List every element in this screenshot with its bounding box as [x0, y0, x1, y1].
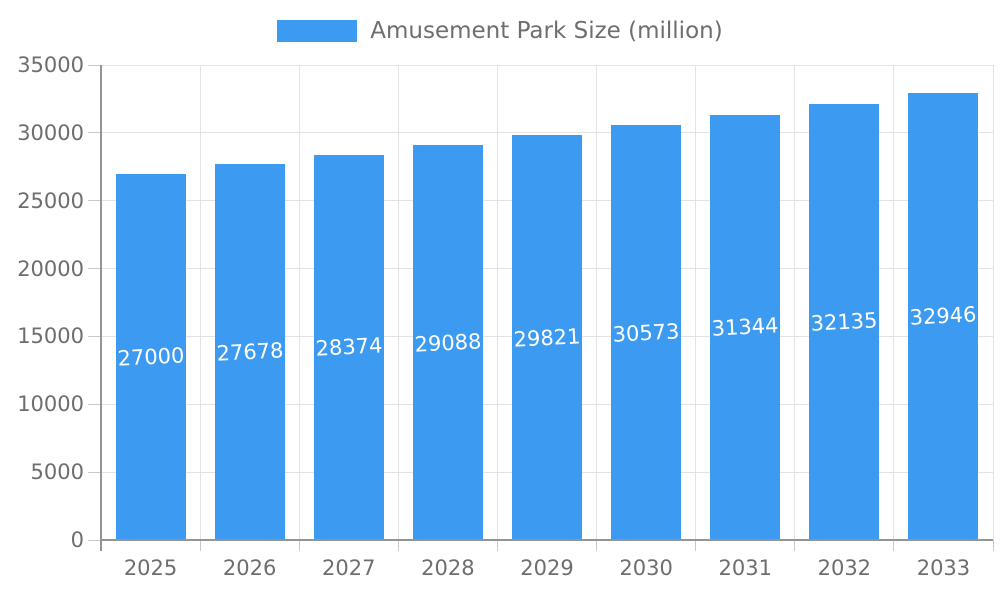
y-tick-mark	[88, 64, 101, 66]
bar-value-label: 30573	[612, 318, 681, 347]
x-gridline	[794, 65, 796, 540]
x-gridline	[893, 65, 895, 540]
x-tick-label: 2028	[421, 556, 475, 580]
x-tick-mark	[397, 540, 399, 551]
x-gridline	[298, 65, 300, 540]
y-gridline	[101, 132, 993, 134]
bar-value-label: 27678	[215, 338, 284, 366]
x-tick-mark	[596, 540, 598, 551]
x-gridline	[496, 65, 498, 540]
y-tick-mark	[88, 471, 101, 473]
x-tick-mark	[496, 540, 498, 551]
x-tick-label: 2030	[619, 556, 673, 580]
x-tick-label: 2029	[520, 556, 574, 580]
y-tick-mark	[88, 539, 101, 541]
x-tick-mark	[695, 540, 697, 551]
x-tick-label: 2026	[222, 556, 277, 580]
bar[interactable]	[809, 103, 880, 540]
x-tick-label: 2027	[322, 556, 376, 580]
y-tick-mark	[88, 132, 101, 134]
bar[interactable]	[214, 164, 285, 540]
y-tick-label: 20000	[17, 256, 84, 281]
x-tick-mark	[199, 540, 201, 551]
bar[interactable]	[313, 154, 384, 540]
bar-value-label: 32946	[909, 302, 978, 331]
x-tick-mark	[298, 540, 300, 551]
y-tick-label: 5000	[30, 460, 84, 485]
y-tick-label: 15000	[17, 324, 84, 349]
bar[interactable]	[908, 92, 979, 540]
bar-value-label: 29821	[513, 323, 581, 352]
bar-value-label: 29088	[413, 328, 482, 357]
bar-value-label: 27000	[116, 343, 185, 371]
legend-swatch	[277, 20, 358, 42]
x-gridline	[992, 65, 994, 540]
y-tick-label: 0	[70, 528, 84, 552]
x-tick-label: 2032	[817, 556, 872, 580]
y-tick-label: 10000	[17, 392, 84, 417]
x-tick-label: 2031	[718, 556, 772, 580]
x-axis-line	[101, 539, 993, 541]
bar[interactable]	[115, 173, 186, 540]
bar-value-label: 31344	[711, 313, 780, 342]
y-tick-label: 30000	[17, 120, 84, 145]
legend[interactable]: Amusement Park Size (million)	[0, 18, 1000, 44]
x-gridline	[695, 65, 697, 540]
bar[interactable]	[710, 114, 781, 540]
y-tick-mark	[88, 335, 101, 337]
x-gridline	[199, 65, 201, 540]
bar-value-label: 32135	[810, 308, 879, 336]
x-tick-mark	[794, 540, 796, 551]
y-tick-label: 35000	[17, 53, 84, 77]
bar[interactable]	[611, 125, 682, 540]
x-tick-label: 2025	[123, 556, 178, 580]
x-gridline	[397, 65, 399, 540]
x-tick-label: 2033	[916, 556, 971, 580]
y-tick-mark	[88, 200, 101, 202]
x-gridline	[596, 65, 598, 540]
y-tick-mark	[88, 268, 101, 270]
bar[interactable]	[512, 135, 582, 540]
bar[interactable]	[412, 145, 483, 540]
x-tick-mark	[893, 540, 895, 551]
legend-label: Amusement Park Size (million)	[370, 18, 723, 44]
bar-value-label: 28374	[314, 333, 383, 362]
x-tick-mark	[992, 540, 994, 551]
y-axis-line	[100, 65, 102, 551]
y-gridline	[101, 64, 993, 66]
y-tick-label: 25000	[17, 188, 84, 213]
y-tick-mark	[88, 403, 101, 405]
